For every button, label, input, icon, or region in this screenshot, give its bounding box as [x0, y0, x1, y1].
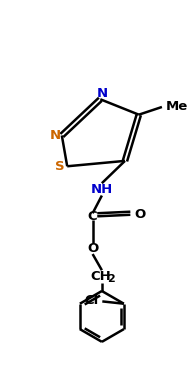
- Text: CH: CH: [90, 270, 111, 283]
- Text: N: N: [96, 88, 107, 100]
- Text: N: N: [49, 129, 60, 142]
- Text: S: S: [55, 160, 65, 173]
- Text: Me: Me: [166, 100, 188, 113]
- Text: Cl: Cl: [84, 294, 98, 307]
- Text: O: O: [135, 208, 146, 221]
- Text: O: O: [87, 242, 98, 255]
- Text: C: C: [88, 210, 98, 223]
- Text: 2: 2: [107, 274, 115, 284]
- Text: NH: NH: [91, 183, 113, 196]
